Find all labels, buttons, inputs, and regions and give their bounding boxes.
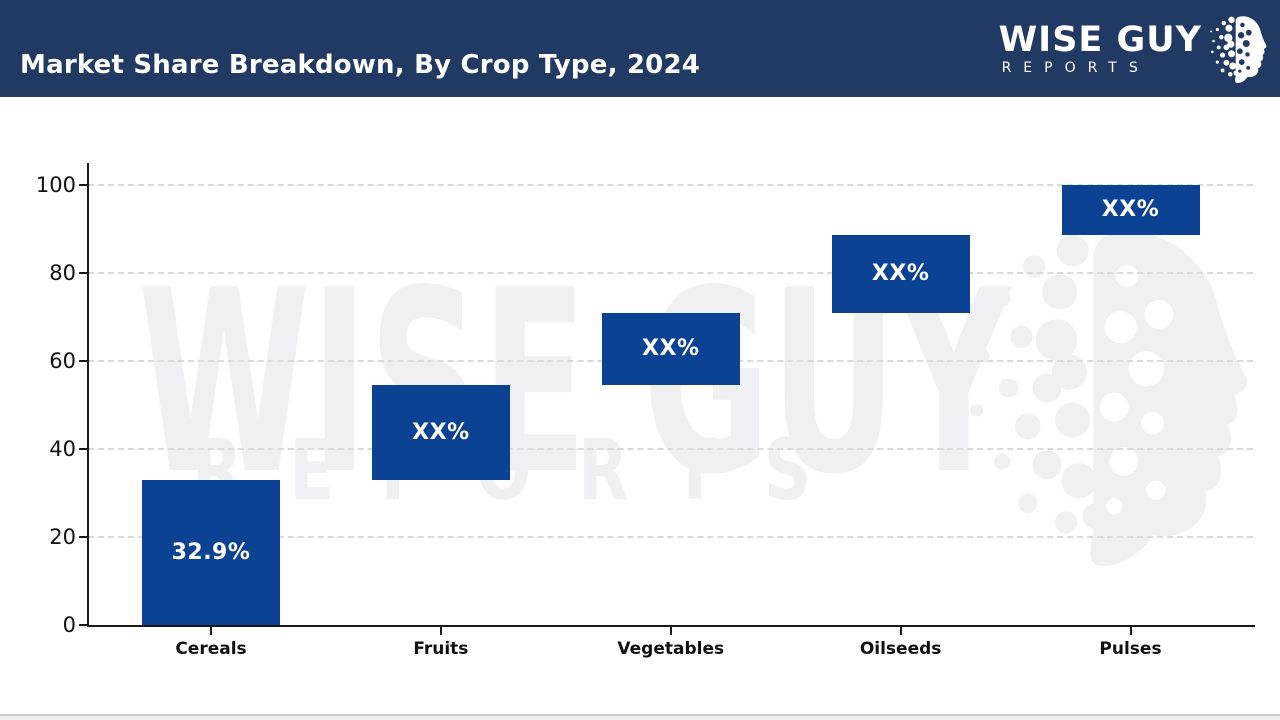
x-tick-mark: [210, 627, 212, 635]
bar-fruits: XX%: [371, 385, 510, 481]
y-tick-mark: [79, 272, 88, 274]
brand-name: WISE GUY: [998, 19, 1202, 60]
y-axis-tick-label: 60: [49, 349, 76, 373]
x-tick-mark: [899, 627, 902, 635]
x-axis-line: [87, 625, 1255, 627]
bar-value-label: 32.9%: [171, 540, 251, 566]
gridline: [88, 448, 1253, 450]
watermark-subtext: REPORTS: [192, 421, 858, 519]
y-tick-mark: [79, 360, 88, 362]
brand-logo: WISE GUY REPORTS: [999, 7, 1268, 91]
y-tick-mark: [79, 536, 88, 538]
plot-area: WISE GUY REPORTS 0 20 40 60 80 100 32.9% Cereal…: [0, 97, 1280, 714]
x-tick-mark: [1129, 627, 1132, 635]
x-axis-label-fruits: Fruits: [413, 639, 469, 659]
bar-vegetables: XX%: [601, 312, 740, 386]
brand-text: WISE GUY REPORTS: [998, 19, 1202, 77]
y-axis-tick-label: 0: [62, 613, 76, 637]
bar-cereals: 32.9%: [142, 480, 280, 625]
y-axis-line: [87, 163, 89, 627]
y-axis-tick-label: 20: [49, 525, 76, 549]
brand-subtitle: REPORTS: [1001, 60, 1150, 77]
bar-value-label: XX%: [642, 336, 700, 362]
bottom-strip: [0, 716, 1280, 720]
y-axis-tick-label: 40: [49, 437, 76, 461]
x-axis-label-oilseeds: Oilseeds: [859, 639, 942, 659]
x-axis-label-cereals: Cereals: [175, 639, 247, 659]
gridline: [88, 184, 1253, 186]
y-tick-mark: [79, 448, 88, 450]
bar-value-label: XX%: [871, 261, 930, 287]
y-axis-tick-label: 100: [35, 173, 76, 197]
x-axis-label-pulses: Pulses: [1099, 639, 1162, 659]
x-axis-label-vegetables: Vegetables: [617, 639, 725, 659]
page-title: Market Share Breakdown, By Crop Type, 20…: [20, 50, 701, 81]
bar-value-label: XX%: [1101, 197, 1160, 223]
y-axis-tick-label: 80: [49, 261, 76, 285]
y-tick-mark: [79, 184, 88, 186]
bar-value-label: XX%: [412, 420, 470, 446]
gridline: [88, 272, 1253, 274]
bar-oilseeds: XX%: [831, 234, 970, 313]
header-bar: Market Share Breakdown, By Crop Type, 20…: [0, 0, 1280, 97]
x-tick-mark: [439, 627, 442, 635]
bottom-border: [0, 714, 1280, 716]
x-tick-mark: [669, 627, 672, 635]
bar-pulses: XX%: [1061, 185, 1200, 235]
y-tick-mark: [79, 624, 88, 626]
gridline: [88, 536, 1253, 538]
